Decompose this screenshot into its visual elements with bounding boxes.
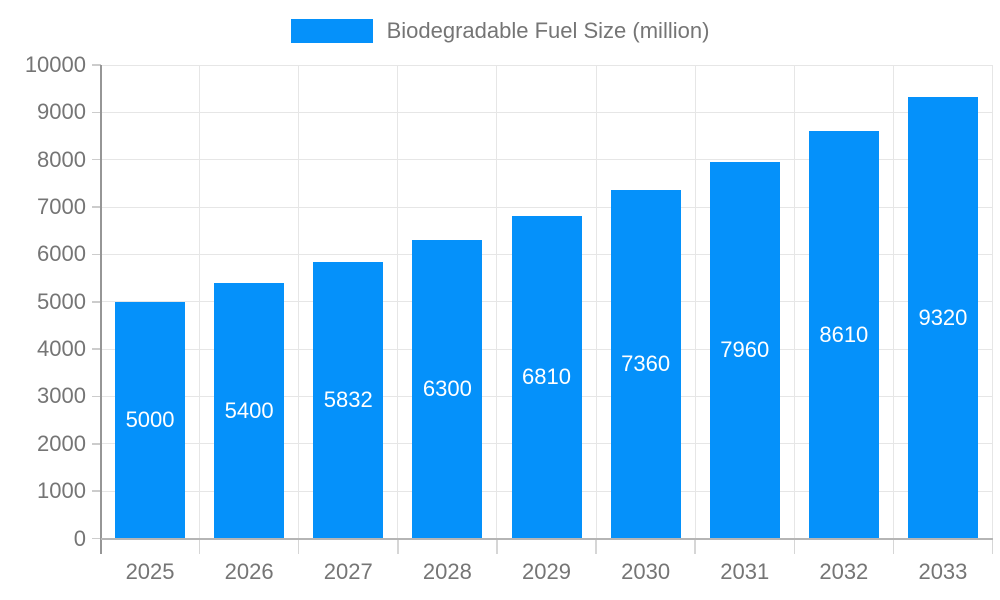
x-tick-label: 2030 — [621, 558, 671, 584]
legend-swatch — [290, 19, 373, 43]
bar-value-label: 7360 — [621, 351, 671, 377]
x-axis-tick — [496, 538, 498, 554]
y-axis-tick — [91, 537, 101, 540]
y-tick-label: 6000 — [37, 241, 86, 267]
y-axis-tick — [91, 253, 101, 256]
x-tick-label: 2028 — [422, 558, 472, 584]
bar-value-label: 5832 — [323, 387, 373, 413]
horizontal-gridline — [100, 206, 993, 208]
y-axis-tick — [91, 301, 101, 303]
y-axis-tick — [91, 206, 101, 208]
y-tick-label: 5000 — [37, 288, 86, 314]
y-tick-label: 7000 — [37, 194, 86, 220]
bar — [907, 97, 978, 539]
x-axis-tick — [694, 538, 696, 554]
bar — [412, 240, 483, 539]
bar — [610, 190, 681, 539]
y-tick-label: 9000 — [37, 99, 86, 125]
x-axis-line — [100, 537, 993, 540]
y-tick-label: 3000 — [37, 383, 86, 409]
bar — [214, 282, 285, 539]
x-axis-tick — [892, 538, 895, 554]
bar — [808, 130, 879, 539]
x-tick-label: 2033 — [918, 558, 968, 584]
legend-label: Biodegradable Fuel Size (million) — [386, 18, 710, 43]
y-axis-tick — [91, 395, 101, 398]
y-tick-label: 10000 — [24, 52, 86, 77]
bar-value-label: 8610 — [819, 321, 869, 347]
x-tick-label: 2027 — [323, 558, 373, 584]
bar-value-label: 7960 — [720, 337, 770, 363]
horizontal-gridline — [100, 64, 993, 66]
y-axis-line — [99, 65, 102, 554]
y-axis-tick — [91, 111, 101, 114]
horizontal-gridline — [100, 111, 993, 113]
bar-value-label: 5000 — [125, 407, 175, 433]
x-tick-label: 2029 — [522, 558, 571, 584]
x-axis-tick — [991, 538, 994, 554]
y-axis-tick — [91, 64, 101, 66]
y-axis-tick — [91, 158, 101, 161]
x-tick-label: 2032 — [819, 558, 869, 584]
bar-value-label: 5400 — [224, 397, 274, 423]
bar — [313, 262, 384, 539]
x-axis-tick — [595, 538, 597, 554]
bar — [115, 301, 186, 539]
y-tick-label: 2000 — [37, 430, 86, 456]
x-axis-tick — [198, 538, 201, 554]
y-axis-tick — [91, 490, 101, 492]
bar — [511, 216, 582, 539]
y-axis-tick — [91, 443, 101, 445]
x-axis-tick — [397, 538, 399, 554]
x-axis-tick — [793, 538, 796, 554]
bar-value-label: 6300 — [422, 376, 472, 402]
bar — [709, 161, 780, 539]
x-tick-label: 2031 — [720, 558, 770, 584]
vertical-gridline — [992, 65, 993, 539]
y-tick-label: 8000 — [37, 146, 86, 172]
y-tick-label: 1000 — [37, 478, 86, 504]
y-axis-tick — [91, 348, 101, 350]
x-axis-tick — [297, 538, 300, 554]
x-tick-label: 2026 — [224, 558, 274, 584]
horizontal-gridline — [100, 159, 993, 161]
x-tick-label: 2025 — [125, 558, 175, 584]
legend-item[interactable]: Biodegradable Fuel Size (million) — [0, 18, 1000, 44]
bar-value-label: 6810 — [522, 364, 571, 390]
y-tick-label: 4000 — [37, 336, 86, 362]
y-tick-label: 0 — [73, 525, 86, 551]
bar-value-label: 9320 — [918, 304, 968, 330]
